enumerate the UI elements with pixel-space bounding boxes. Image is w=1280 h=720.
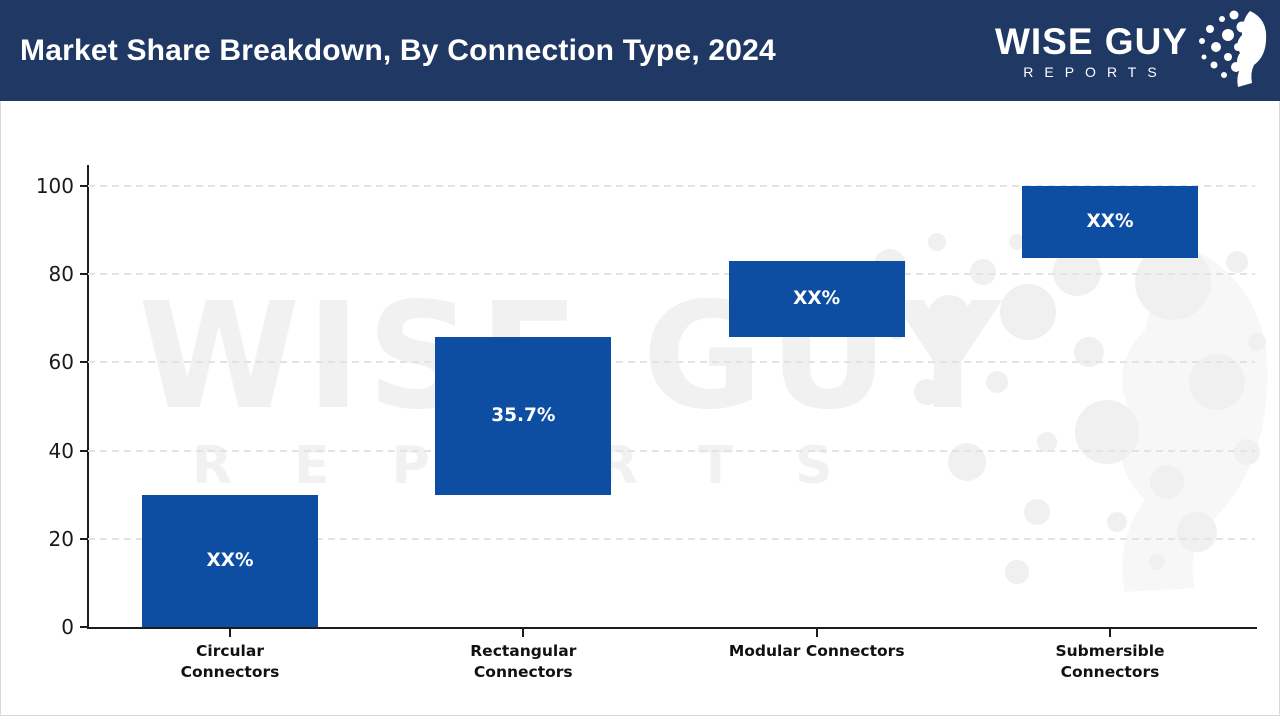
y-tick-label-80: 80 xyxy=(48,262,74,287)
wiseguy-face-icon xyxy=(1199,10,1267,87)
gridline-y80 xyxy=(88,273,1255,276)
y-tick-20 xyxy=(80,537,88,540)
bar-value-label: XX% xyxy=(793,288,841,310)
x-tick-4 xyxy=(1109,629,1111,637)
y-tick-label-60: 60 xyxy=(48,350,74,375)
x-tick-1 xyxy=(229,629,231,637)
category-label: Rectangular Connectors xyxy=(470,642,577,681)
bar-modular-connectors xyxy=(728,260,905,338)
logo-subtitle: REPORTS xyxy=(1023,63,1168,80)
logo-wordmark: WISE GUY xyxy=(994,20,1188,62)
y-tick-60 xyxy=(80,361,88,364)
category-label: Submersible Connectors xyxy=(1055,642,1165,681)
bar-rectangular-connectors xyxy=(435,337,612,495)
x-axis-line xyxy=(87,627,1257,629)
x-tick-2 xyxy=(522,629,525,637)
gridline-y40 xyxy=(88,449,1255,452)
wiseguy-logo: WISE GUY REPORTS xyxy=(995,0,1268,101)
gridline-y20 xyxy=(88,537,1255,540)
y-tick-label-100: 100 xyxy=(35,174,74,198)
y-tick-40 xyxy=(80,449,88,452)
y-tick-100 xyxy=(80,185,88,187)
y-axis-line xyxy=(87,165,89,629)
category-label: Modular Connectors xyxy=(728,642,905,660)
y-tick-0 xyxy=(80,626,88,628)
gridline-y100 xyxy=(88,185,1255,187)
title-bar: Market Share Breakdown, By Connection Ty… xyxy=(0,0,1280,101)
page-title: Market Share Breakdown, By Connection Ty… xyxy=(20,33,776,67)
bar-value-label: XX% xyxy=(206,549,254,571)
category-label: Circular Connectors xyxy=(180,642,280,681)
y-tick-label-0: 0 xyxy=(61,615,74,639)
x-tick-3 xyxy=(815,629,818,637)
bar-circular-connectors xyxy=(142,494,318,627)
gridline-y60 xyxy=(88,361,1255,364)
bar-submersible-connectors xyxy=(1022,186,1198,258)
bar-value-label: XX% xyxy=(1086,210,1134,232)
wiseguy-face-watermark-icon xyxy=(874,229,1268,592)
y-tick-80 xyxy=(80,273,88,276)
y-tick-label-20: 20 xyxy=(48,526,74,551)
bar-value-label: 35.7% xyxy=(491,404,556,426)
y-tick-label-40: 40 xyxy=(48,438,74,463)
